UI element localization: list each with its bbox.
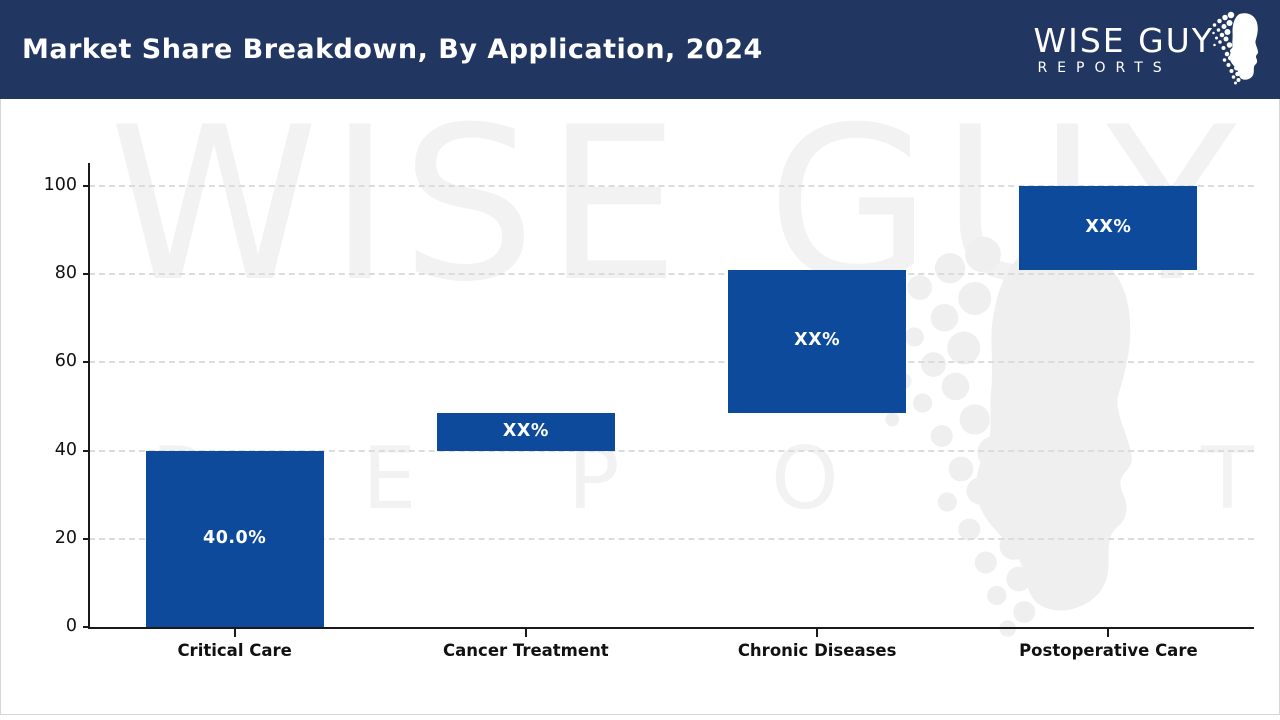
y-tick-label-60: 60	[54, 351, 77, 372]
y-tick-40	[83, 449, 89, 452]
gridline-80	[89, 273, 1254, 276]
y-tick-100	[83, 185, 89, 187]
x-tick-3	[1107, 629, 1110, 637]
bar-postoperative-care	[1019, 186, 1198, 270]
gridline-100	[89, 185, 1254, 187]
x-tick-2	[816, 629, 819, 637]
y-tick-20	[83, 537, 89, 540]
bar-critical-care	[145, 450, 324, 627]
wise-guy-reports-logo: WISE GUY REPORTS	[1033, 8, 1266, 92]
y-tick-label-40: 40	[54, 439, 77, 460]
bar-value-label: XX%	[794, 330, 841, 351]
gridline-60	[89, 361, 1254, 364]
y-tick-label-100: 100	[43, 175, 77, 195]
logo-face-icon	[1212, 11, 1259, 85]
y-tick-label-0: 0	[65, 616, 77, 636]
bar-value-label: XX%	[502, 420, 549, 441]
y-tick-label-80: 80	[54, 263, 77, 284]
bar-value-label: 40.0%	[203, 527, 267, 548]
x-axis-line	[88, 627, 1254, 629]
y-tick-60	[83, 361, 89, 364]
y-tick-0	[83, 626, 89, 628]
bar-value-label: XX%	[1085, 216, 1132, 237]
header-bar: Market Share Breakdown, By Application, …	[0, 0, 1280, 99]
gridline-20	[89, 537, 1254, 540]
page-title: Market Share Breakdown, By Application, …	[22, 34, 763, 65]
x-category-label: Postoperative Care	[1019, 641, 1198, 660]
x-tick-0	[233, 629, 236, 637]
logo-text: WISE GUY REPORTS	[1033, 24, 1214, 76]
x-category-label: Chronic Diseases	[737, 641, 897, 660]
bar-chronic-diseases	[728, 269, 907, 414]
x-category-label: Cancer Treatment	[443, 641, 609, 660]
gridline-40	[89, 449, 1254, 452]
y-tick-label-20: 20	[54, 527, 77, 548]
y-tick-80	[83, 273, 89, 276]
logo-subtitle: REPORTS	[1037, 59, 1172, 76]
logo-wordmark: WISE GUY	[1033, 21, 1214, 61]
x-category-label: Critical Care	[177, 641, 292, 660]
x-tick-1	[524, 629, 527, 637]
y-axis-line	[88, 163, 90, 629]
bar-cancer-treatment	[436, 413, 615, 451]
chart-canvas: WISE GUY R E P O R T S	[0, 81, 1280, 715]
